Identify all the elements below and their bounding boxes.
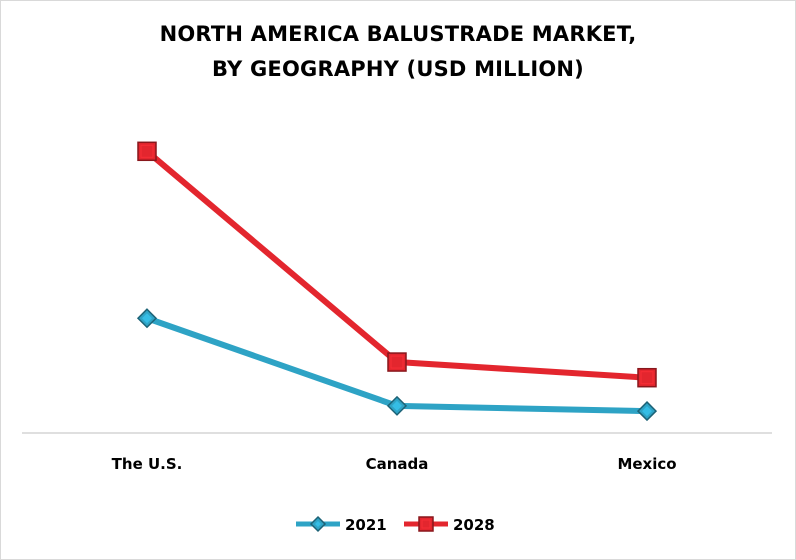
legend-label: 2028 [453, 516, 495, 534]
data-point-2028 [387, 352, 407, 372]
chart-title: NORTH AMERICA BALUSTRADE MARKET, BY GEOG… [0, 17, 796, 87]
data-point-2028 [637, 367, 657, 388]
legend: 2021 2028 [296, 515, 495, 534]
data-point-2028-highlight [640, 371, 654, 385]
series-layer [136, 141, 658, 422]
x-tick-label: Mexico [617, 455, 676, 473]
x-tick-labels: The U.S. Canada Mexico [112, 455, 677, 473]
legend-diamond-icon-highlight [315, 521, 321, 527]
series-2021 [136, 308, 658, 422]
data-point-2021-highlight [142, 313, 152, 324]
data-point-2028 [137, 141, 157, 162]
legend-square-icon-highlight [421, 519, 431, 529]
data-point-2028-highlight [140, 144, 154, 158]
series-2028 [137, 141, 657, 388]
chart-title-line-2: BY GEOGRAPHY (USD MILLION) [212, 57, 584, 81]
data-point-2021-highlight [642, 406, 652, 417]
data-point-2028-highlight [390, 355, 404, 369]
legend-item-2021: 2021 [296, 515, 387, 534]
legend-square-icon [418, 516, 434, 532]
x-tick-label: Canada [366, 455, 429, 473]
legend-label: 2021 [345, 516, 387, 534]
data-point-2021-highlight [392, 400, 402, 411]
legend-item-2028: 2028 [404, 516, 495, 534]
x-tick-label: The U.S. [112, 455, 183, 473]
chart-title-line-1: NORTH AMERICA BALUSTRADE MARKET, [159, 22, 637, 46]
